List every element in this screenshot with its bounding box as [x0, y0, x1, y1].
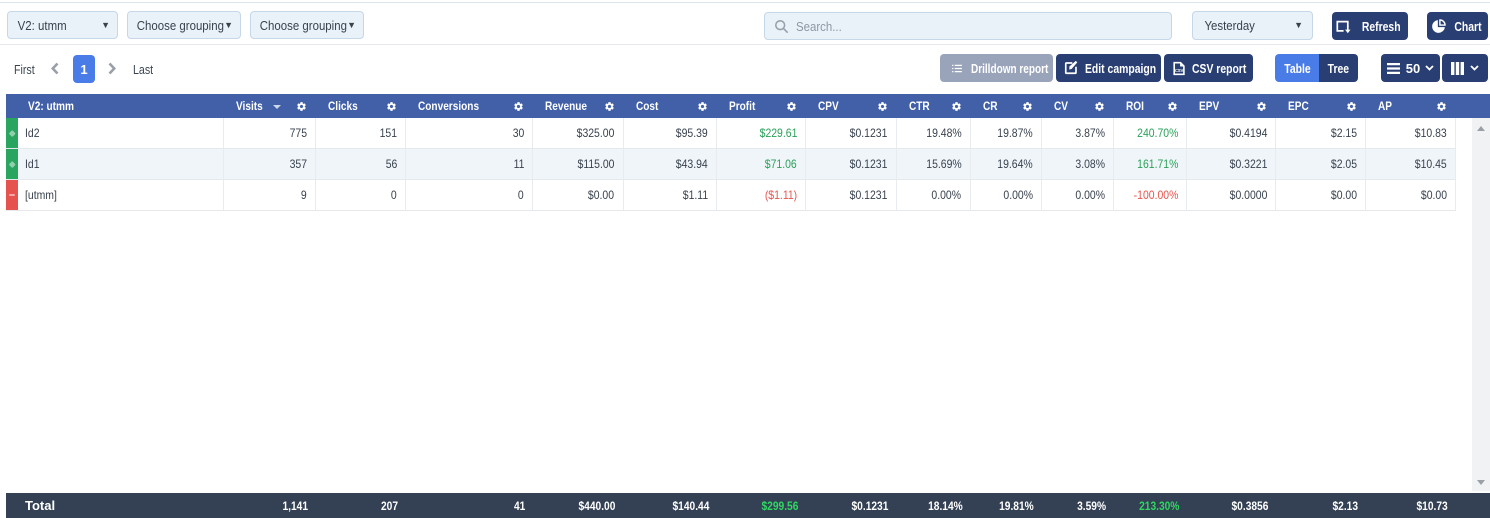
svg-text:CSV: CSV — [1175, 67, 1184, 72]
